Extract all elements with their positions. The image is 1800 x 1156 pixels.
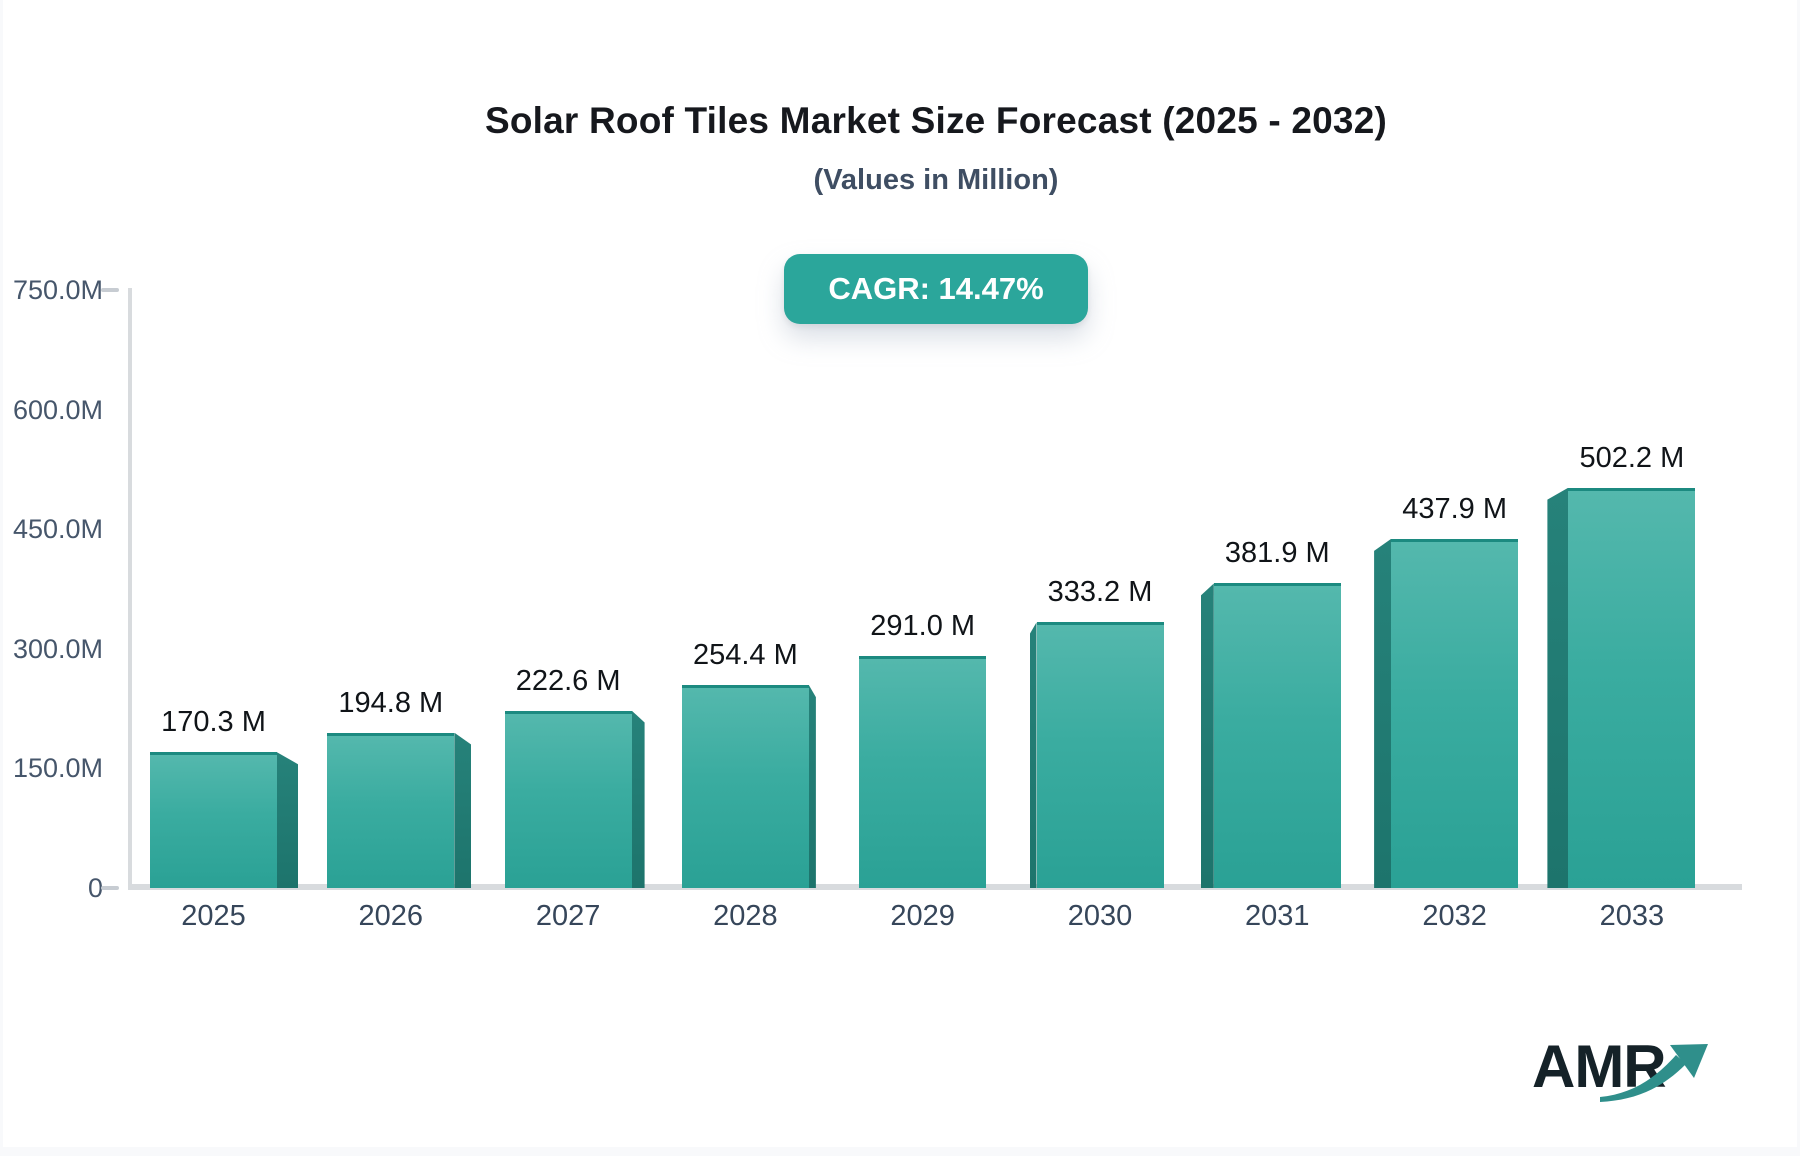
bar-side-2033 <box>1547 487 1569 888</box>
y-axis-tick-mark <box>101 288 119 292</box>
bar-side-2025 <box>277 752 298 888</box>
y-axis-tick-label: 450.0M <box>12 514 103 545</box>
bar-face-2025 <box>150 752 277 888</box>
bar-face-2032 <box>1391 538 1519 888</box>
y-axis-tick-label: 600.0M <box>12 394 103 425</box>
y-axis-tick-label: 750.0M <box>12 275 103 305</box>
bar-face-2026 <box>327 732 455 888</box>
x-axis-label-2031: 2031 <box>1245 900 1310 932</box>
bar-side-2030 <box>1029 622 1037 888</box>
bar-face-2030 <box>1036 622 1164 888</box>
bar-face-2033 <box>1568 487 1696 888</box>
bar-side-2026 <box>454 732 472 888</box>
bar-side-2028 <box>808 685 816 888</box>
x-axis-label-2025: 2025 <box>181 900 246 932</box>
cagr-badge-row: CAGR: 14.47% <box>130 254 1742 324</box>
amr-logo: AMR <box>1532 1032 1732 1112</box>
bar-face-2029 <box>859 655 987 888</box>
bar-value-label-2033: 502.2 M <box>1579 441 1685 474</box>
x-axis-label-2026: 2026 <box>358 900 424 932</box>
chart-subtitle: (Values in Million) <box>813 164 1059 196</box>
x-axis-label-2029: 2029 <box>890 900 955 932</box>
bar-side-2032 <box>1374 538 1392 888</box>
bar-value-label-2025: 170.3 M <box>161 706 266 739</box>
x-axis-label-2030: 2030 <box>1067 900 1133 932</box>
x-axis-label-2028: 2028 <box>713 900 778 932</box>
bar-face-2028 <box>681 685 809 888</box>
bar-side-2027 <box>631 710 645 888</box>
y-axis-tick-label: 300.0M <box>12 633 103 664</box>
bar-value-label-2028: 254.4 M <box>692 639 798 672</box>
bar-value-label-2029: 291.0 M <box>870 609 976 642</box>
bar-value-label-2027: 222.6 M <box>515 664 621 697</box>
bar-value-label-2031: 381.9 M <box>1224 537 1330 570</box>
bar-value-label-2030: 333.2 M <box>1047 576 1153 609</box>
growth-arrow-icon <box>1600 1044 1708 1102</box>
cagr-badge: CAGR: 14.47% <box>784 254 1088 324</box>
bar-value-label-2032: 437.9 M <box>1402 492 1507 525</box>
x-axis-label-2033: 2033 <box>1599 900 1665 932</box>
bar-face-2031 <box>1213 583 1341 888</box>
y-axis-tick-label: 0 <box>87 873 103 903</box>
chart-title: Solar Roof Tiles Market Size Forecast (2… <box>485 100 1387 141</box>
bar-side-2031 <box>1200 583 1214 888</box>
x-axis-label-2027: 2027 <box>535 900 601 932</box>
bar-face-2027 <box>504 710 632 888</box>
y-axis-tick-label: 150.0M <box>12 753 103 784</box>
y-axis-line <box>128 288 132 888</box>
x-axis-label-2032: 2032 <box>1422 900 1487 932</box>
bar-value-label-2026: 194.8 M <box>338 686 444 719</box>
y-axis-tick-mark <box>101 886 119 890</box>
